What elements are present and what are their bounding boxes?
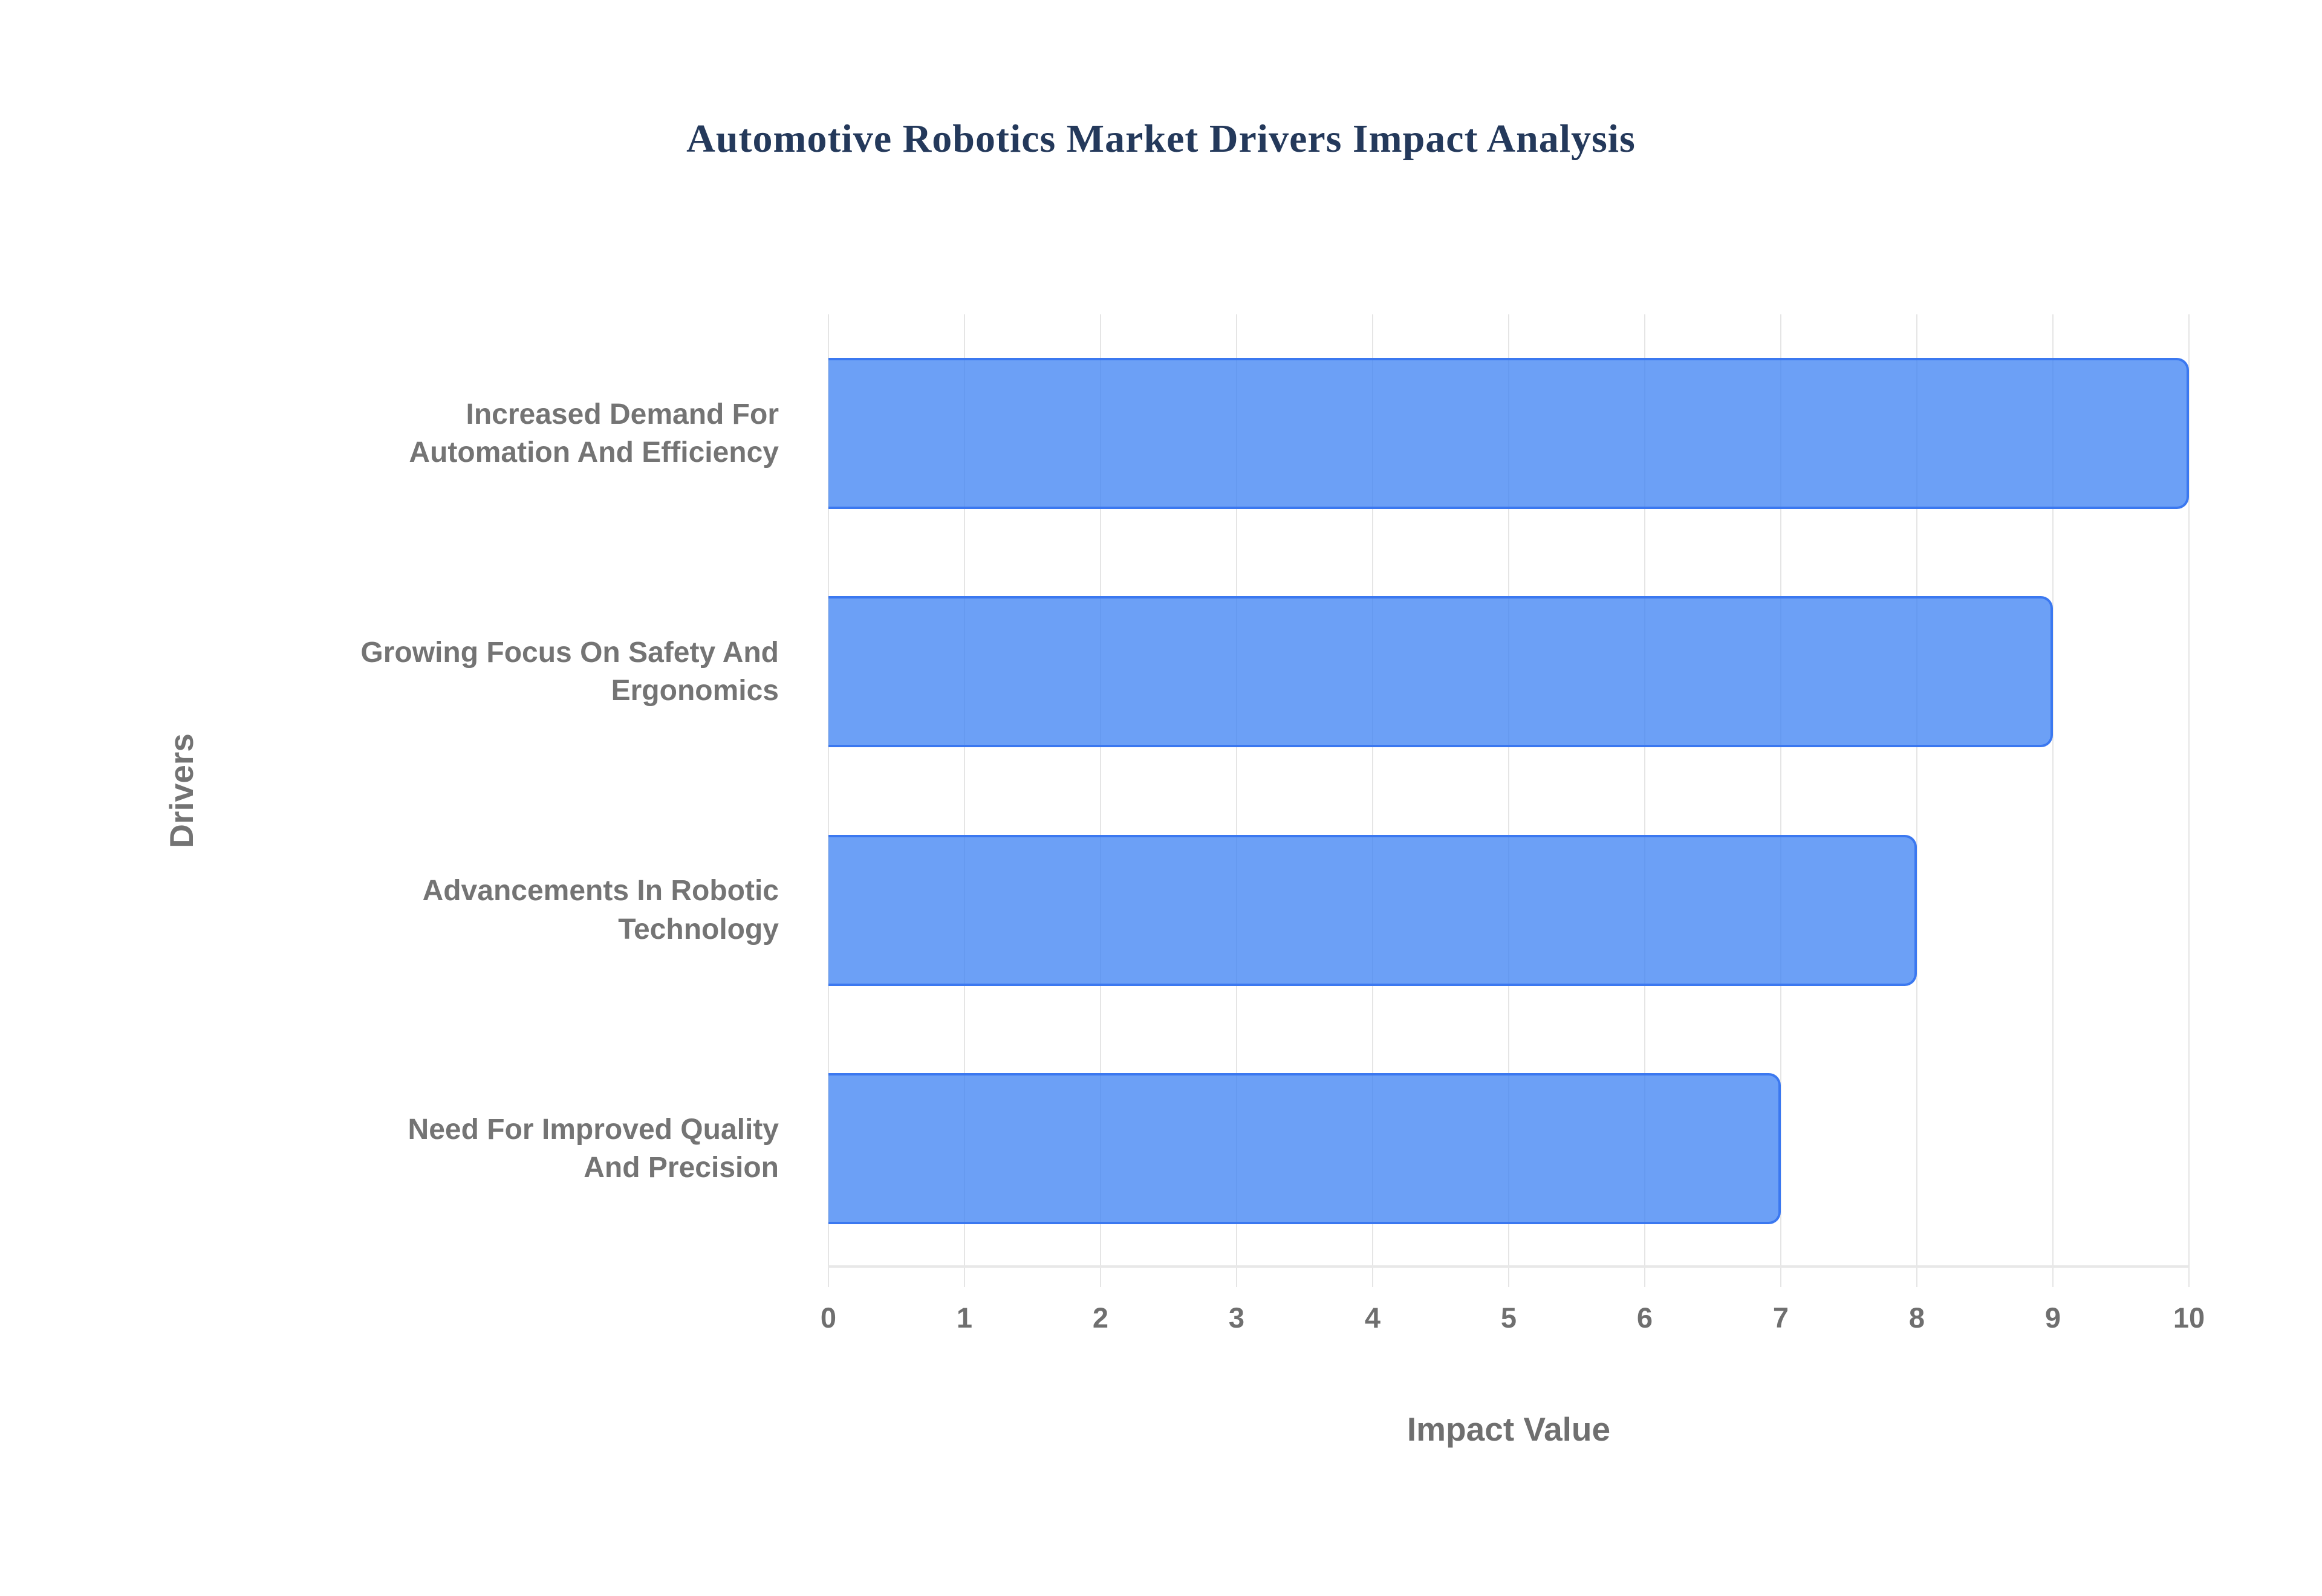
bar-row: [828, 791, 2189, 1030]
x-tick-label: 8: [1908, 1302, 1925, 1334]
gridline: [2188, 314, 2190, 1287]
gridline: [1372, 314, 1373, 1287]
category-cell: Advancements In Robotic Technology: [357, 791, 804, 1030]
bar-row: [828, 553, 2189, 791]
bar-quality-precision[interactable]: [828, 1072, 1781, 1224]
y-axis-tick-labels: Increased Demand For Automation And Effi…: [357, 314, 804, 1268]
x-tick-label: 6: [1636, 1302, 1653, 1334]
bar-robotic-technology[interactable]: [828, 834, 1917, 986]
x-tick-label: 10: [2173, 1302, 2205, 1334]
gridline: [1236, 314, 1237, 1287]
x-tick-label: 5: [1500, 1302, 1517, 1334]
category-cell: Need For Improved Quality And Precision: [357, 1030, 804, 1268]
category-cell: Growing Focus On Safety And Ergonomics: [357, 553, 804, 791]
category-label: Advancements In Robotic Technology: [422, 875, 779, 946]
gridline: [2052, 314, 2054, 1287]
x-tick-label: 0: [820, 1302, 837, 1334]
gridline: [1780, 314, 1781, 1287]
chart-title: Automotive Robotics Market Drivers Impac…: [686, 117, 1636, 161]
x-axis-tick-labels: 0 1 2 3 4 5 6 7 8 9 10: [821, 1301, 2205, 1343]
x-tick-label: 9: [2044, 1302, 2061, 1334]
gridline: [1916, 314, 1917, 1287]
bar-safety-ergonomics[interactable]: [828, 596, 2053, 748]
category-label: Increased Demand For Automation And Effi…: [409, 398, 779, 469]
category-label: Growing Focus On Safety And Ergonomics: [360, 637, 779, 707]
gridline: [1100, 314, 1101, 1287]
bar-increased-demand[interactable]: [828, 358, 2189, 510]
gridline: [964, 314, 965, 1287]
x-tick-label: 2: [1092, 1302, 1109, 1334]
x-axis-line: [828, 1265, 2189, 1268]
gridline: [1644, 314, 1645, 1287]
x-tick-label: 3: [1228, 1302, 1245, 1334]
x-axis-title: Impact Value: [1407, 1410, 1611, 1448]
bar-series: [828, 314, 2189, 1268]
x-tick-label: 1: [956, 1302, 973, 1334]
category-label: Need For Improved Quality And Precision: [408, 1113, 779, 1184]
gridline: [828, 314, 829, 1287]
gridline: [1508, 314, 1509, 1287]
x-tick-label: 4: [1364, 1302, 1381, 1334]
bar-row: [828, 1030, 2189, 1268]
bar-row: [828, 314, 2189, 553]
x-tick-label: 7: [1772, 1302, 1789, 1334]
category-cell: Increased Demand For Automation And Effi…: [357, 314, 804, 553]
plot-area: [828, 314, 2190, 1287]
y-axis-title: Drivers: [163, 733, 200, 848]
